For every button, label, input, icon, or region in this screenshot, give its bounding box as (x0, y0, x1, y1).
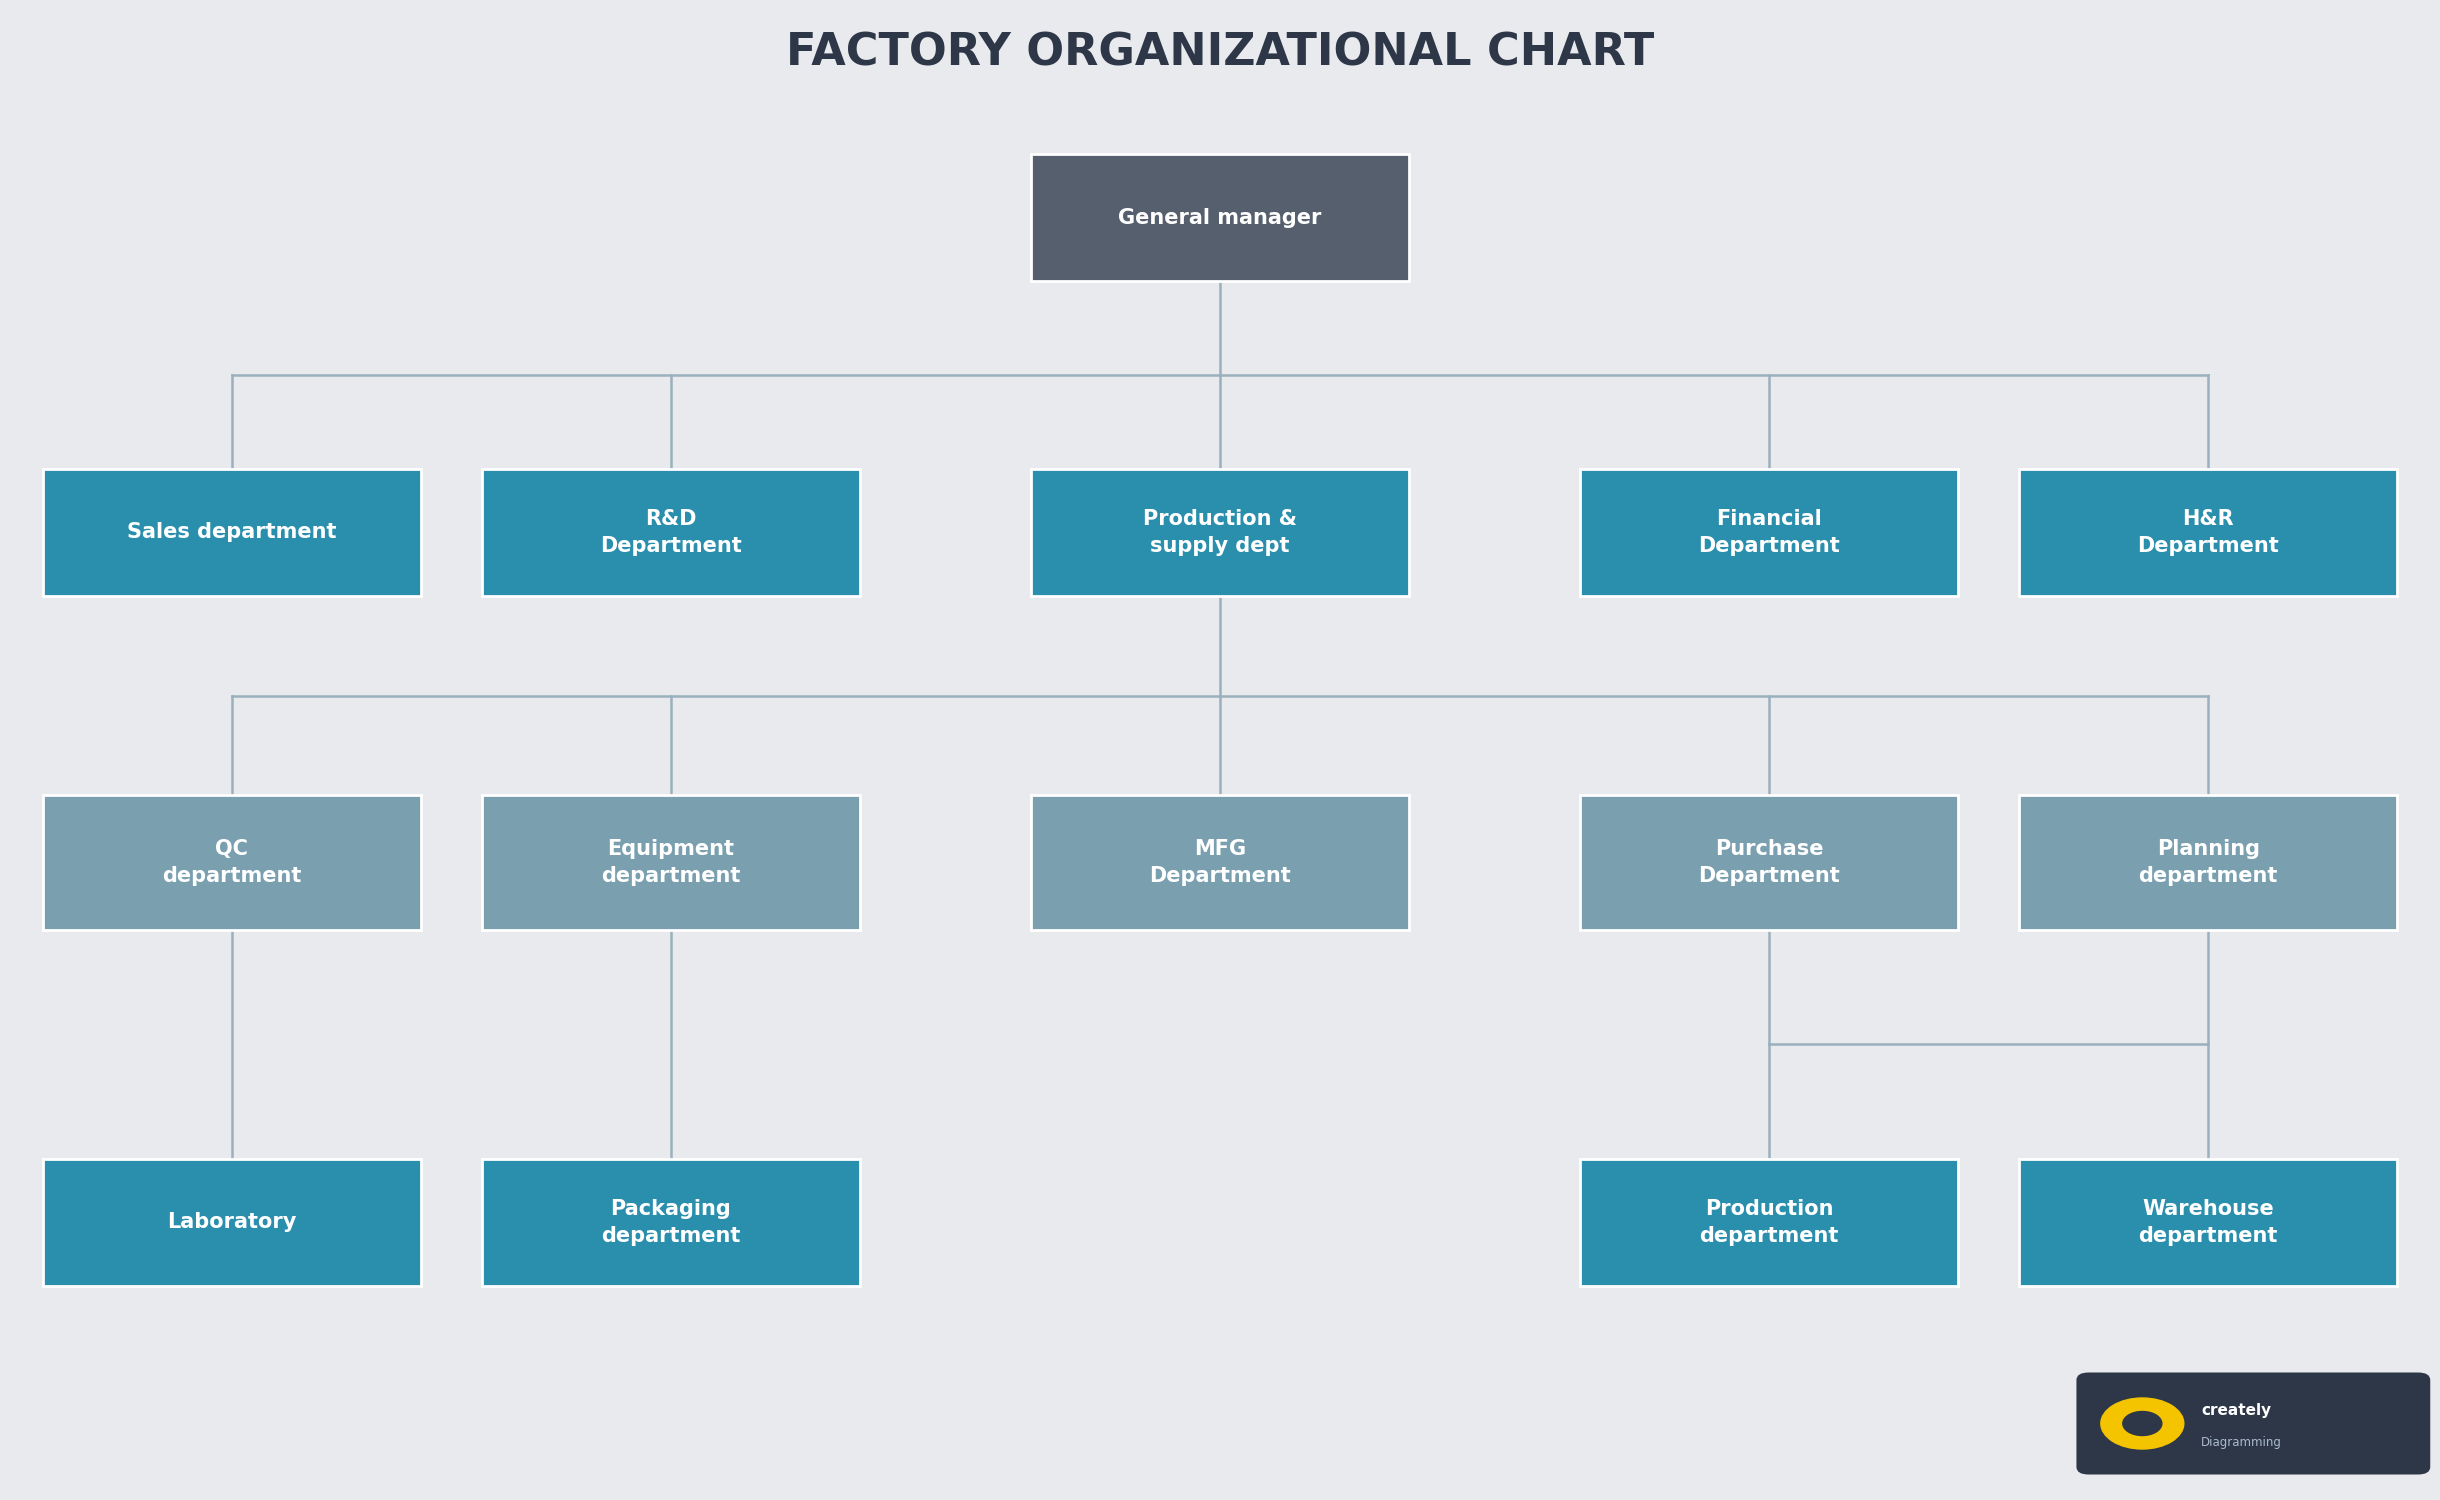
Text: Laboratory: Laboratory (166, 1212, 298, 1233)
Circle shape (2123, 1412, 2162, 1436)
FancyBboxPatch shape (2076, 1372, 2430, 1474)
FancyBboxPatch shape (2020, 1160, 2396, 1287)
Text: Purchase
Department: Purchase Department (1698, 840, 1840, 885)
Text: QC
department: QC department (161, 840, 303, 885)
Text: Sales department: Sales department (127, 522, 337, 543)
Text: Financial
Department: Financial Department (1698, 510, 1840, 555)
Text: General manager: General manager (1118, 207, 1322, 228)
FancyBboxPatch shape (44, 1160, 420, 1287)
Text: creately: creately (2201, 1402, 2272, 1417)
Text: R&D
Department: R&D Department (600, 510, 742, 555)
FancyBboxPatch shape (2020, 795, 2396, 930)
FancyBboxPatch shape (483, 1160, 861, 1287)
FancyBboxPatch shape (1581, 795, 1957, 930)
Text: Production
department: Production department (1698, 1200, 1840, 1245)
Text: Packaging
department: Packaging department (600, 1200, 742, 1245)
FancyBboxPatch shape (2020, 468, 2396, 597)
Text: Planning
department: Planning department (2137, 840, 2279, 885)
Text: Diagramming: Diagramming (2201, 1436, 2281, 1449)
Text: MFG
Department: MFG Department (1149, 840, 1291, 885)
Text: H&R
Department: H&R Department (2137, 510, 2279, 555)
FancyBboxPatch shape (1030, 154, 1410, 282)
FancyBboxPatch shape (483, 468, 861, 597)
Text: Production &
supply dept: Production & supply dept (1142, 510, 1298, 555)
FancyBboxPatch shape (1030, 795, 1410, 930)
FancyBboxPatch shape (44, 468, 420, 597)
Text: FACTORY ORGANIZATIONAL CHART: FACTORY ORGANIZATIONAL CHART (786, 32, 1654, 74)
FancyBboxPatch shape (44, 795, 420, 930)
FancyBboxPatch shape (1581, 468, 1957, 597)
Text: Warehouse
department: Warehouse department (2137, 1200, 2279, 1245)
FancyBboxPatch shape (1581, 1160, 1957, 1287)
FancyBboxPatch shape (483, 795, 861, 930)
Circle shape (2101, 1398, 2184, 1449)
Text: Equipment
department: Equipment department (600, 840, 742, 885)
FancyBboxPatch shape (1030, 468, 1410, 597)
